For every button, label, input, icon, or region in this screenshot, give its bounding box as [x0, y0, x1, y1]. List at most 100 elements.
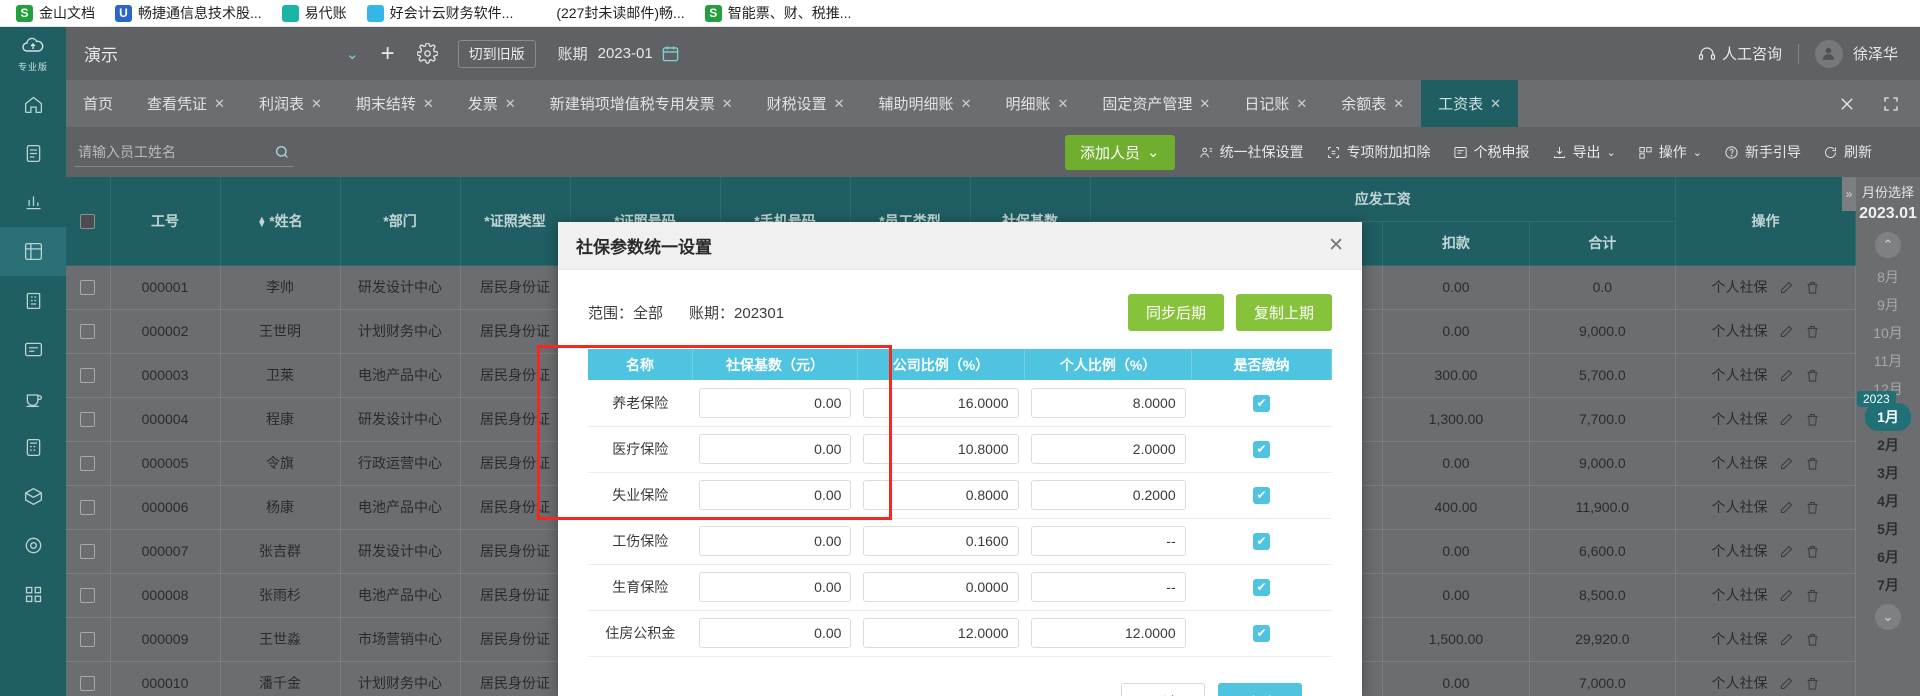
- tab-close-icon[interactable]: ✕: [721, 95, 733, 111]
- rail-item-settings[interactable]: [0, 521, 66, 570]
- consult-button[interactable]: 人工咨询: [1698, 43, 1782, 64]
- month-item-8月[interactable]: 8月: [1877, 269, 1899, 285]
- rail-item-salary[interactable]: [0, 227, 66, 276]
- personal-social-insurance-link[interactable]: 个人社保: [1711, 631, 1768, 647]
- cell-name[interactable]: 程康: [220, 397, 341, 442]
- row-checkbox[interactable]: [80, 324, 96, 340]
- cell-name[interactable]: 王世淼: [220, 617, 341, 662]
- is-paid-checkbox[interactable]: ✔: [1253, 624, 1271, 642]
- edit-icon[interactable]: [1779, 632, 1794, 647]
- edit-icon[interactable]: [1779, 280, 1794, 295]
- rail-item-tax[interactable]: [0, 423, 66, 472]
- month-item-1月[interactable]: 1月: [1865, 403, 1911, 431]
- collapse-panel-icon[interactable]: »: [1842, 177, 1856, 211]
- rail-item-report[interactable]: [0, 178, 66, 227]
- delete-icon[interactable]: [1805, 412, 1820, 427]
- insurance-base-input[interactable]: 0.00: [698, 618, 852, 648]
- personal-social-insurance-link[interactable]: 个人社保: [1711, 367, 1768, 383]
- insurance-base-input[interactable]: 0.00: [698, 526, 852, 556]
- tab-close-icon[interactable]: ✕: [310, 95, 322, 111]
- personal-rate-input[interactable]: 2.0000: [1030, 434, 1186, 464]
- company-name[interactable]: 演示: [84, 46, 118, 65]
- row-checkbox[interactable]: [80, 588, 96, 604]
- edit-icon[interactable]: [1779, 544, 1794, 559]
- tab-发票[interactable]: 发票 ✕: [451, 80, 533, 127]
- delete-icon[interactable]: [1805, 280, 1820, 295]
- copy-previous-period-button[interactable]: 复制上期: [1235, 294, 1332, 331]
- personal-social-insurance-link[interactable]: 个人社保: [1711, 323, 1768, 339]
- edit-icon[interactable]: [1779, 500, 1794, 515]
- tab-close-icon[interactable]: ✕: [1393, 95, 1405, 111]
- switch-to-old-version-button[interactable]: 切到旧版: [457, 39, 536, 68]
- action-刷新[interactable]: 刷新: [1823, 142, 1872, 162]
- tab-close-icon[interactable]: ✕: [1199, 95, 1211, 111]
- rail-item-voucher[interactable]: [0, 129, 66, 178]
- delete-icon[interactable]: [1805, 588, 1820, 603]
- is-paid-checkbox[interactable]: ✔: [1253, 578, 1271, 596]
- tab-close-icon[interactable]: ✕: [960, 95, 972, 111]
- calendar-icon[interactable]: [661, 44, 680, 63]
- month-item-7月[interactable]: 7月: [1877, 577, 1899, 593]
- cell-name[interactable]: 张雨杉: [220, 573, 341, 618]
- bookmark-item[interactable]: S 金山文档: [8, 1, 103, 25]
- tab-close-icon[interactable]: ✕: [214, 95, 225, 111]
- cell-name[interactable]: 王世明: [220, 309, 341, 354]
- scroll-up-icon[interactable]: ⌃: [1875, 232, 1901, 258]
- cell-name[interactable]: 令旗: [220, 441, 341, 486]
- row-checkbox[interactable]: [80, 676, 96, 692]
- search-icon[interactable]: [274, 144, 290, 160]
- row-checkbox[interactable]: [80, 500, 96, 516]
- cell-name[interactable]: 卫莱: [220, 353, 341, 398]
- personal-rate-input[interactable]: 8.0000: [1030, 387, 1186, 418]
- is-paid-checkbox[interactable]: ✔: [1253, 440, 1271, 458]
- bookmark-item[interactable]: 易代账: [274, 1, 355, 25]
- edit-icon[interactable]: [1779, 368, 1794, 383]
- company-rate-input[interactable]: 0.8000: [863, 480, 1019, 510]
- sync-next-period-button[interactable]: 同步后期: [1127, 294, 1224, 331]
- sort-icon[interactable]: ▲ ▼: [257, 214, 267, 230]
- tab-首页[interactable]: 首页: [66, 80, 130, 127]
- tab-辅助明细账[interactable]: 辅助明细账 ✕: [862, 80, 989, 127]
- tab-工资表[interactable]: 工资表 ✕: [1421, 80, 1519, 127]
- col-employee-id[interactable]: 工号: [110, 177, 221, 266]
- action-个税申报[interactable]: 个税申报: [1453, 142, 1530, 162]
- cell-name[interactable]: 潘千金: [220, 661, 341, 696]
- edit-icon[interactable]: [1779, 676, 1794, 691]
- confirm-button[interactable]: 确认: [1217, 682, 1302, 696]
- personal-social-insurance-link[interactable]: 个人社保: [1711, 455, 1768, 471]
- row-checkbox[interactable]: [80, 632, 96, 648]
- month-item-3月[interactable]: 3月: [1877, 465, 1899, 481]
- col-cert-type[interactable]: *证照类型: [460, 177, 571, 266]
- select-all-header[interactable]: [66, 177, 111, 266]
- action-统一社保设置[interactable]: 统一社保设置: [1199, 142, 1304, 162]
- company-rate-input[interactable]: 12.0000: [863, 618, 1019, 648]
- company-rate-input[interactable]: 0.1600: [863, 526, 1019, 556]
- col-name[interactable]: ▲ ▼ *姓名: [220, 177, 341, 266]
- month-item-2月[interactable]: 2月: [1877, 437, 1899, 453]
- personal-social-insurance-link[interactable]: 个人社保: [1711, 279, 1768, 295]
- col-total[interactable]: 合计: [1529, 221, 1677, 266]
- tab-close-icon[interactable]: ✕: [422, 95, 434, 111]
- tab-利润表[interactable]: 利润表 ✕: [242, 80, 339, 127]
- tab-期末结转[interactable]: 期末结转 ✕: [339, 80, 451, 127]
- tab-close-icon[interactable]: ✕: [1490, 95, 1502, 111]
- tab-close-icon[interactable]: ✕: [504, 95, 516, 111]
- cancel-button[interactable]: 取消: [1120, 682, 1205, 696]
- row-checkbox-cell[interactable]: [66, 397, 111, 442]
- row-checkbox[interactable]: [80, 412, 96, 428]
- delete-icon[interactable]: [1805, 544, 1820, 559]
- delete-icon[interactable]: [1805, 632, 1820, 647]
- row-checkbox-cell[interactable]: [66, 573, 111, 618]
- cell-name[interactable]: 杨康: [220, 485, 341, 530]
- is-paid-checkbox[interactable]: ✔: [1253, 486, 1271, 504]
- action-导出[interactable]: 导出 ⌄: [1552, 142, 1616, 162]
- row-checkbox-cell[interactable]: [66, 265, 111, 310]
- bookmark-item[interactable]: M (227封未读邮件)畅...: [525, 1, 692, 25]
- col-department[interactable]: *部门: [340, 177, 461, 266]
- action-新手引导[interactable]: 新手引导: [1724, 142, 1801, 162]
- action-专项附加扣除[interactable]: 专项附加扣除: [1326, 142, 1431, 162]
- tab-新建销项增值税专用发票[interactable]: 新建销项增值税专用发票 ✕: [533, 80, 750, 127]
- row-checkbox-cell[interactable]: [66, 485, 111, 530]
- tab-close-icon[interactable]: ✕: [1057, 95, 1069, 111]
- company-dropdown-icon[interactable]: ⌄: [346, 45, 359, 63]
